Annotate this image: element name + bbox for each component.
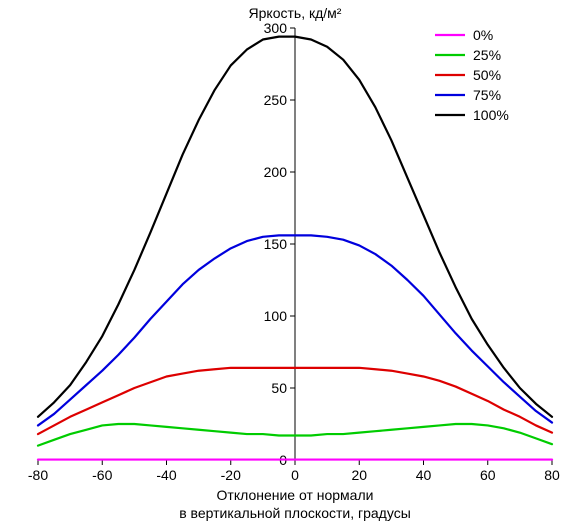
legend-label-1: 25% <box>473 47 501 63</box>
legend-label-4: 100% <box>473 107 509 123</box>
x-tick-label: 0 <box>291 467 299 483</box>
y-tick-label: 50 <box>271 380 287 396</box>
y-tick-label: 100 <box>264 308 288 324</box>
brightness-angle-chart: -80-60-40-20020406080050100150200250300Я… <box>0 0 568 521</box>
legend-label-0: 0% <box>473 27 493 43</box>
x-tick-label: 20 <box>351 467 367 483</box>
x-tick-label: -80 <box>28 467 48 483</box>
y-axis-title: Яркость, кд/м² <box>249 5 342 21</box>
legend-label-2: 50% <box>473 67 501 83</box>
x-tick-label: -40 <box>156 467 176 483</box>
x-tick-label: 40 <box>416 467 432 483</box>
x-tick-label: 80 <box>544 467 560 483</box>
x-axis-title-line1: Отклонение от нормали <box>217 487 374 503</box>
x-tick-label: -60 <box>92 467 112 483</box>
x-tick-label: 60 <box>480 467 496 483</box>
y-tick-label: 200 <box>264 164 288 180</box>
y-tick-label: 300 <box>264 20 288 36</box>
x-tick-label: -20 <box>221 467 241 483</box>
x-axis-title-line2: в вертикальной плоскости, градусы <box>179 505 411 521</box>
y-tick-label: 150 <box>264 236 288 252</box>
legend-label-3: 75% <box>473 87 501 103</box>
y-tick-label: 250 <box>264 92 288 108</box>
chart-svg: -80-60-40-20020406080050100150200250300Я… <box>0 0 568 521</box>
